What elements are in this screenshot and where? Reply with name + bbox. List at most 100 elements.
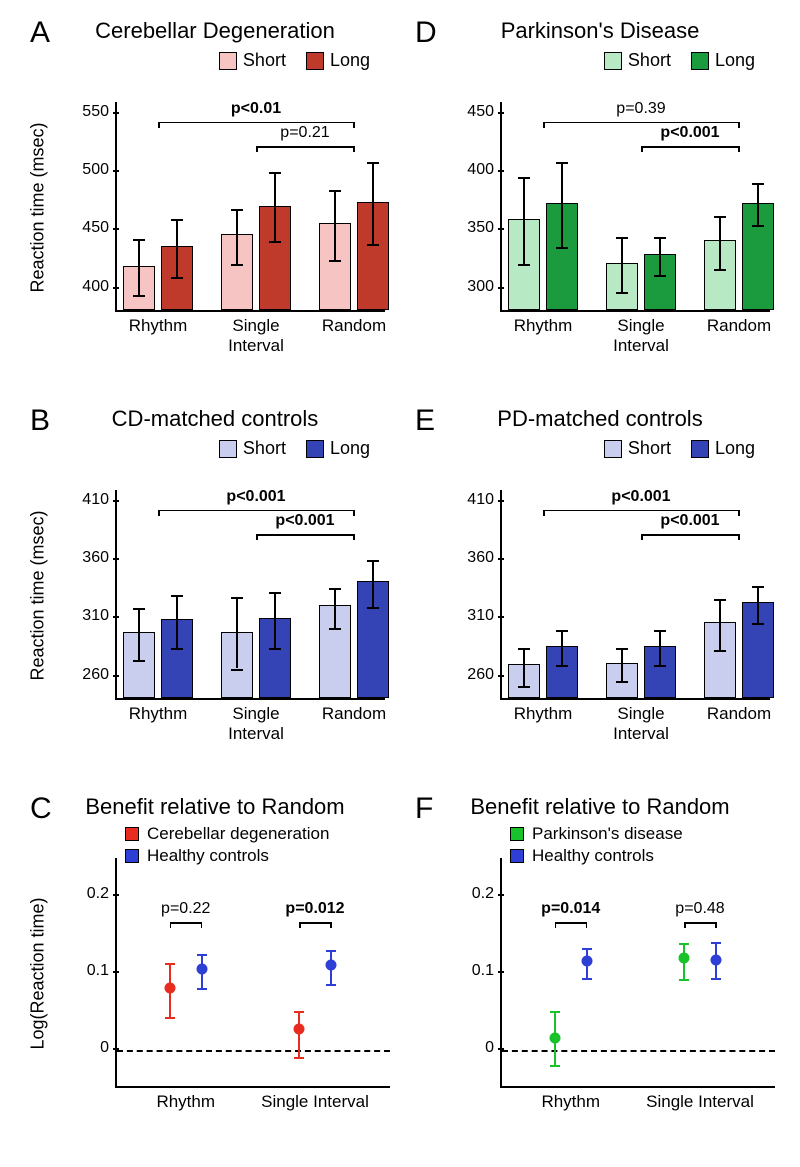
sig-label: p=0.22 [161, 900, 210, 918]
legend: Short Long [219, 438, 370, 459]
ytick: 360 [467, 549, 502, 567]
sig-line [299, 922, 331, 924]
error-bar [719, 599, 721, 650]
error-cap [231, 669, 243, 671]
sig-tick [543, 122, 545, 128]
error-cap [518, 264, 530, 266]
sig-label: p=0.39 [616, 100, 665, 118]
sig-tick [353, 510, 355, 516]
sig-label: p=0.48 [675, 900, 724, 918]
sig-tick [641, 534, 643, 540]
chart-area: 260310360410RhythmSingleIntervalRandomp<… [500, 490, 770, 700]
data-point [679, 952, 690, 963]
panel-F: FBenefit relative to RandomParkinson's d… [415, 788, 785, 1158]
legend-label: Long [330, 438, 370, 459]
sig-label: p<0.001 [660, 512, 719, 530]
error-cap [556, 630, 568, 632]
xtick-label: Random [309, 698, 399, 724]
legend-item: Long [306, 438, 370, 459]
xtick-label: Single Interval [245, 1086, 385, 1112]
error-cap [556, 247, 568, 249]
legend-swatch [691, 440, 709, 458]
data-point [294, 1023, 305, 1034]
error-cap [752, 225, 764, 227]
sig-tick [353, 146, 355, 152]
error-cap [165, 963, 175, 965]
legend-label: Short [628, 438, 671, 459]
error-cap [367, 607, 379, 609]
zero-line [502, 1050, 775, 1052]
error-cap [714, 269, 726, 271]
error-bar [138, 239, 140, 295]
error-cap [329, 190, 341, 192]
error-cap [714, 216, 726, 218]
xtick-label: SingleInterval [211, 698, 301, 745]
panel-C: CBenefit relative to RandomCerebellar de… [30, 788, 400, 1158]
ytick: 300 [467, 278, 502, 296]
error-cap [326, 950, 336, 952]
chart-area: 400450500550Reaction time (msec)RhythmSi… [115, 102, 385, 312]
error-cap [550, 1065, 560, 1067]
sig-label: p=0.012 [285, 900, 344, 918]
ytick: 0.2 [472, 885, 502, 903]
sig-tick [641, 146, 643, 152]
legend-item: Long [306, 50, 370, 71]
legend-label: Short [243, 438, 286, 459]
panel-title: Parkinson's Disease [415, 18, 785, 44]
chart-area: 260310360410Reaction time (msec)RhythmSi… [115, 490, 385, 700]
error-cap [165, 1017, 175, 1019]
panel-D: DParkinson's DiseaseShortLong30035040045… [415, 12, 785, 382]
error-cap [616, 648, 628, 650]
error-bar [176, 219, 178, 277]
error-cap [518, 686, 530, 688]
error-cap [133, 239, 145, 241]
legend-label: Long [715, 50, 755, 71]
legend-swatch [219, 52, 237, 70]
sig-label: p<0.001 [611, 488, 670, 506]
error-cap [269, 241, 281, 243]
sig-label: p<0.001 [660, 124, 719, 142]
ytick: 260 [467, 666, 502, 684]
error-cap [711, 978, 721, 980]
error-cap [329, 588, 341, 590]
panel-title: CD-matched controls [30, 406, 400, 432]
error-bar [372, 560, 374, 607]
error-bar [236, 209, 238, 264]
error-cap [616, 681, 628, 683]
legend-swatch [306, 440, 324, 458]
legend-item: Long [691, 50, 755, 71]
error-cap [197, 954, 207, 956]
legend-swatch [125, 827, 139, 841]
sig-label: p<0.01 [231, 100, 281, 118]
error-cap [133, 660, 145, 662]
legend-swatch [306, 52, 324, 70]
error-bar [561, 162, 563, 247]
figure-root: ACerebellar DegenerationShortLong4004505… [0, 0, 800, 1167]
error-cap [654, 665, 666, 667]
error-cap [654, 630, 666, 632]
error-cap [654, 237, 666, 239]
error-bar [757, 586, 759, 623]
sig-label: p=0.21 [280, 124, 329, 142]
legend-swatch [691, 52, 709, 70]
error-cap [518, 648, 530, 650]
xtick-label: Single Interval [630, 1086, 770, 1112]
error-cap [714, 650, 726, 652]
error-bar [659, 237, 661, 274]
error-cap [556, 162, 568, 164]
error-cap [582, 948, 592, 950]
error-cap [197, 988, 207, 990]
error-cap [616, 237, 628, 239]
error-cap [294, 1011, 304, 1013]
panel-A: ACerebellar DegenerationShortLong4004505… [30, 12, 400, 382]
sig-line [684, 922, 716, 924]
sig-line [158, 510, 354, 512]
data-point [196, 963, 207, 974]
sig-line [555, 922, 587, 924]
sig-tick [738, 122, 740, 128]
error-bar [621, 648, 623, 682]
error-cap [326, 984, 336, 986]
panel-E: EPD-matched controlsShortLong26031036041… [415, 400, 785, 770]
xtick-label: Random [694, 310, 784, 336]
legend-swatch [510, 827, 524, 841]
